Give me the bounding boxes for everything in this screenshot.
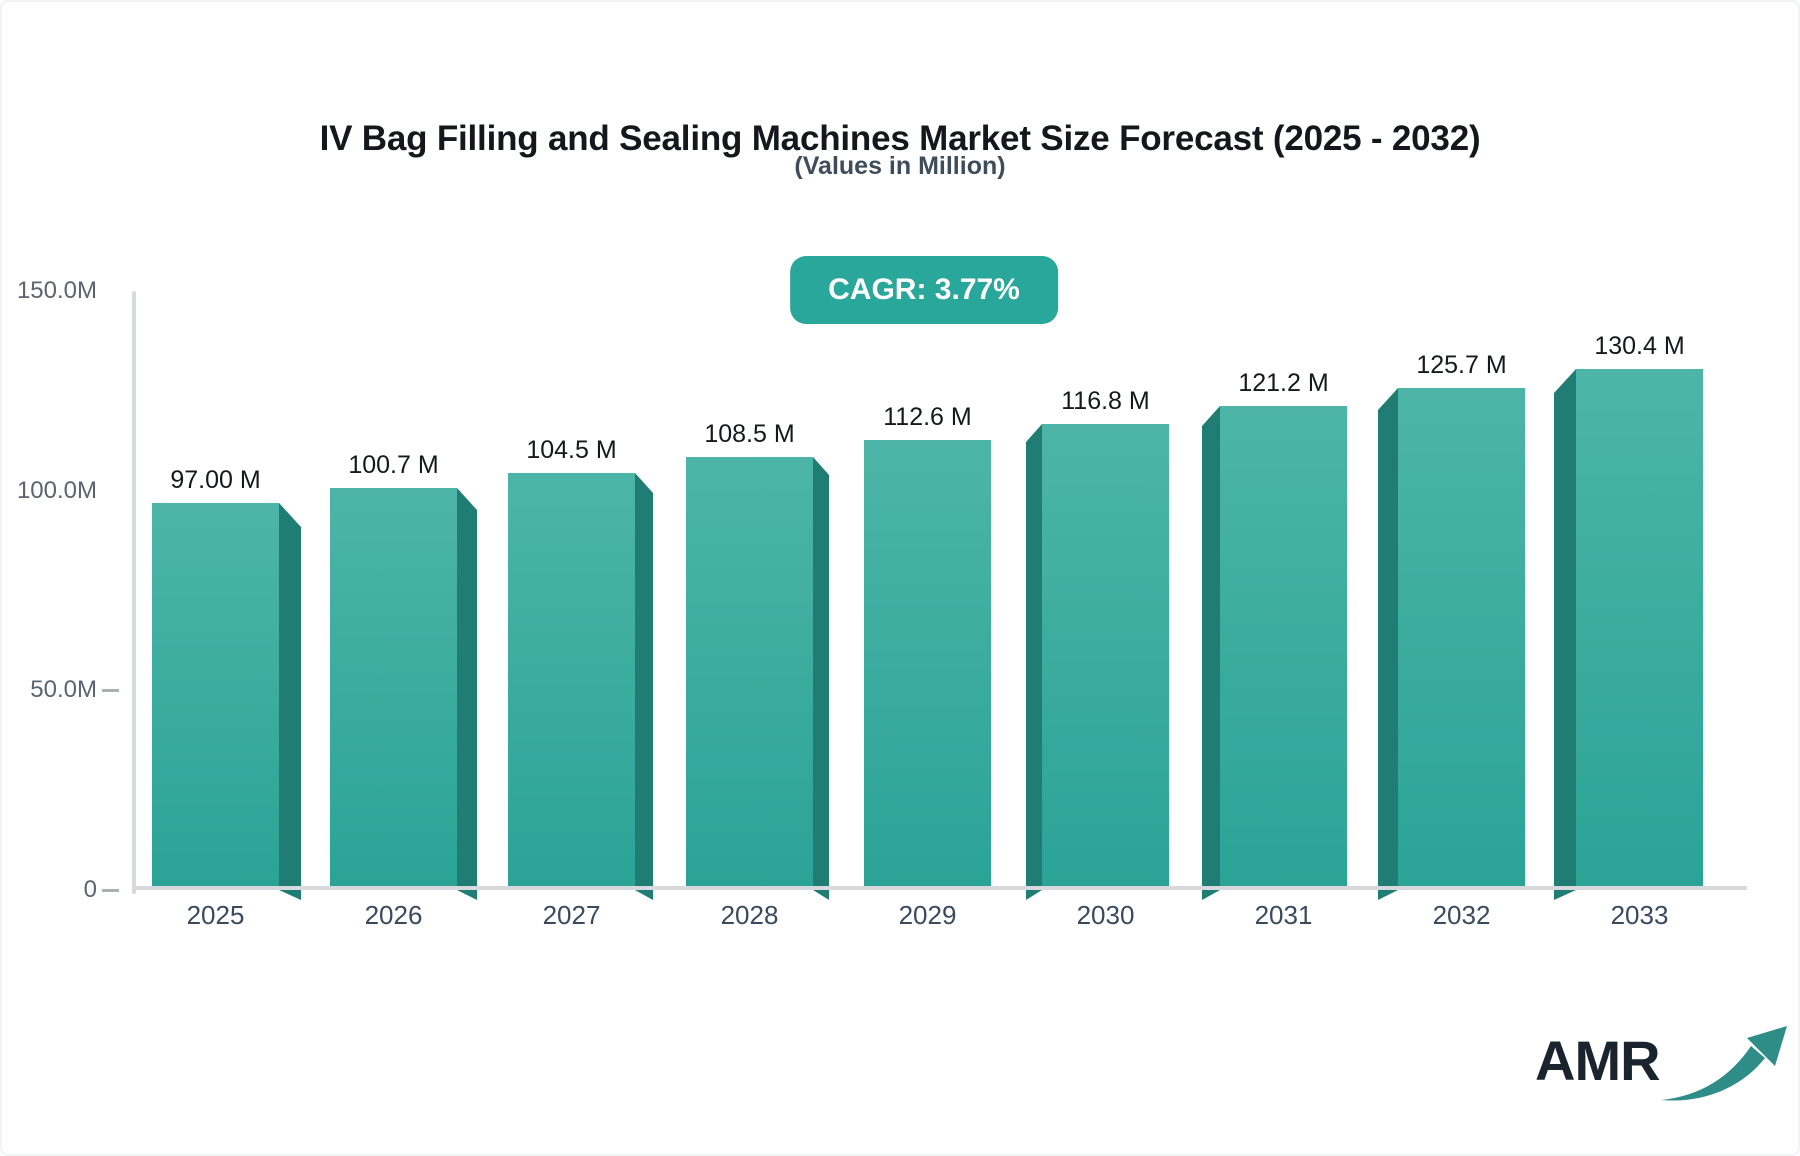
bar-side-face — [279, 503, 301, 900]
bar-value-label: 100.7 M — [348, 451, 439, 479]
bar-value-label: 108.5 M — [704, 420, 795, 448]
bar-value-label: 97.00 M — [170, 466, 261, 494]
bar-value-label: 116.8 M — [1061, 387, 1150, 415]
chart-title: IV Bag Filling and Sealing Machines Mark… — [319, 119, 1481, 159]
bar-side-face — [1026, 424, 1042, 900]
x-axis-label: 2028 — [720, 900, 779, 930]
x-axis-label: 2033 — [1610, 900, 1669, 930]
bar — [1042, 424, 1169, 890]
x-axis-label: 2030 — [1076, 900, 1135, 930]
x-axis-line — [132, 886, 1747, 890]
chart-subtitle: (Values in Million) — [794, 152, 1006, 180]
bar-side-face — [1554, 369, 1576, 900]
bar-value-label: 112.6 M — [883, 403, 972, 431]
x-axis-label: 2026 — [364, 900, 423, 930]
y-axis-label: 0 — [83, 876, 97, 903]
bar — [1220, 406, 1347, 890]
y-axis-tick — [102, 689, 119, 693]
bar-side-face — [457, 488, 477, 900]
y-axis-tick — [102, 889, 119, 892]
bar — [686, 457, 813, 890]
x-axis-label: 2027 — [542, 900, 601, 930]
bar — [330, 488, 457, 890]
amr-logo: AMR — [1535, 1026, 1787, 1124]
bar-side-face — [635, 473, 653, 900]
x-axis-label: 2032 — [1432, 900, 1491, 930]
x-axis-label: 2031 — [1254, 900, 1313, 930]
y-axis-line — [132, 291, 136, 894]
bar-value-label: 104.5 M — [526, 436, 617, 464]
bar — [1398, 388, 1525, 890]
bar — [864, 440, 991, 890]
bar-side-face — [1378, 388, 1398, 900]
bar — [152, 503, 279, 890]
y-axis-label: 100.0M — [16, 476, 97, 504]
x-axis-label: 2025 — [186, 900, 245, 930]
y-axis-label: 150.0M — [16, 277, 97, 304]
bar-side-face — [813, 457, 829, 900]
bar-value-label: 130.4 M — [1594, 332, 1685, 360]
amr-logo-text: AMR — [1535, 1029, 1661, 1092]
bar-side-face — [1202, 406, 1220, 900]
cagr-badge: CAGR: 3.77% — [790, 256, 1058, 324]
x-axis-label: 2029 — [898, 900, 957, 930]
amr-logo-arrow-icon — [1661, 1026, 1787, 1101]
bar-value-label: 121.2 M — [1238, 369, 1329, 397]
bar — [1576, 369, 1703, 890]
bar — [508, 473, 635, 890]
y-axis-label: 50.0M — [30, 676, 97, 704]
bar-value-label: 125.7 M — [1416, 351, 1507, 379]
